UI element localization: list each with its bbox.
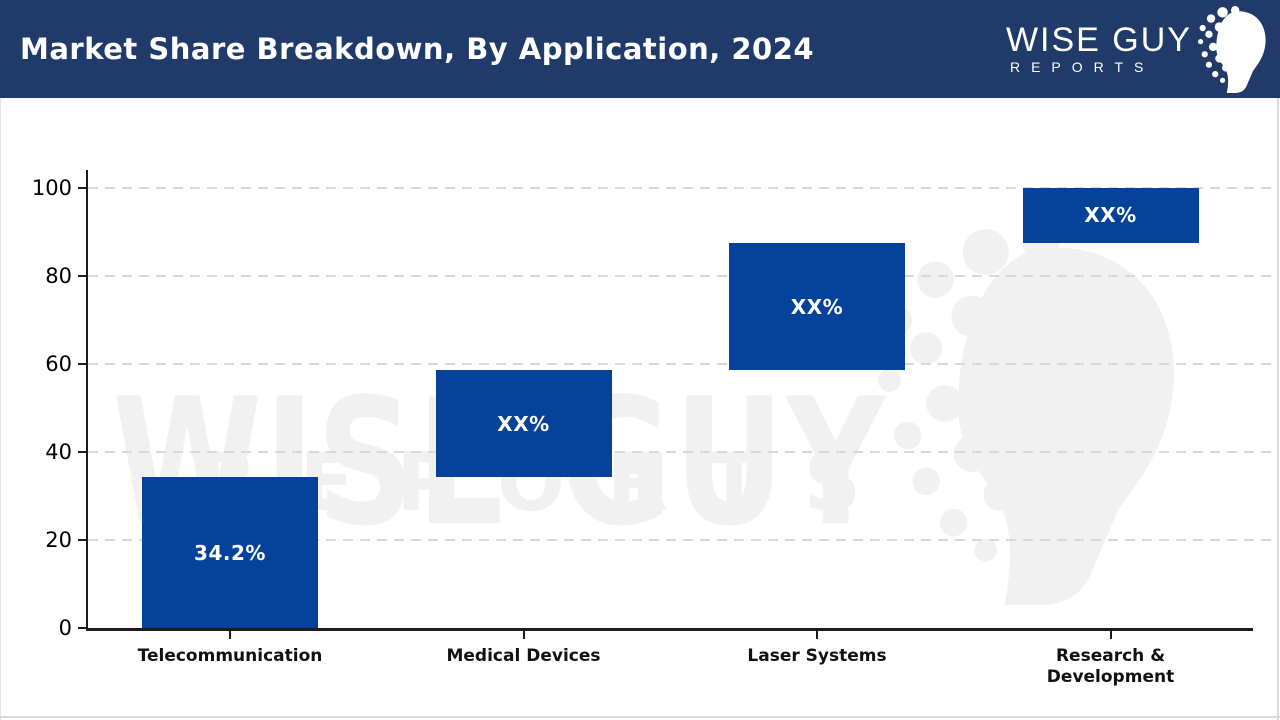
x-tick-mark [229, 631, 231, 639]
y-tick-mark [78, 450, 86, 453]
frame-border-left [0, 98, 1, 720]
x-axis-line [86, 628, 1253, 631]
bar-value-label: XX% [497, 411, 550, 436]
y-tick-label: 80 [45, 263, 72, 288]
y-tick-label: 40 [45, 439, 72, 464]
x-tick-label: Medical Devices [446, 646, 601, 666]
bar: XX% [1022, 187, 1199, 243]
dotted-head-icon [1197, 6, 1266, 93]
logo-name: WISE GUY [1005, 21, 1192, 60]
bar: 34.2% [142, 477, 318, 628]
x-tick-mark [1109, 631, 1112, 639]
gridline [88, 186, 1272, 189]
y-tick-mark [78, 627, 86, 629]
logo-subtitle: REPORTS [1009, 58, 1155, 75]
y-tick-mark [78, 538, 86, 541]
frame-border-bottom [0, 716, 1280, 718]
wise-guy-reports-logo: WISE GUY REPORTS [1006, 5, 1270, 93]
y-tick-label: 20 [45, 527, 72, 552]
chart-title: Market Share Breakdown, By Application, … [20, 32, 815, 66]
header-bar: Market Share Breakdown, By Application, … [0, 0, 1280, 98]
bar: XX% [435, 370, 612, 478]
gridline [88, 274, 1272, 277]
gridline [88, 450, 1272, 453]
bar: XX% [729, 242, 905, 371]
x-tick-label: Laser Systems [747, 646, 887, 666]
bar-value-label: 34.2% [194, 540, 266, 565]
bar-value-label: XX% [1084, 203, 1137, 228]
bar-value-label: XX% [790, 294, 844, 319]
y-tick-mark [78, 362, 86, 365]
y-tick-label: 60 [45, 351, 72, 376]
x-tick-label: Telecommunication [137, 646, 323, 666]
x-tick-mark [816, 631, 818, 639]
gridline [88, 362, 1272, 365]
frame-border-right [1277, 98, 1279, 720]
y-axis-line [86, 170, 88, 631]
x-tick-label: Research & Development [1046, 646, 1175, 688]
logo-text: WISE GUY REPORTS [1005, 21, 1192, 75]
y-tick-mark [78, 274, 86, 277]
gridline [88, 538, 1272, 541]
plot-area: 0 20 40 60 80 100 34.2% Telecommunication XX% Med… [32, 170, 1272, 687]
watermark-head-icon [878, 224, 1175, 605]
y-tick-label: 0 [58, 616, 72, 640]
y-tick-label: 100 [31, 175, 72, 200]
x-tick-mark [522, 631, 525, 639]
y-tick-mark [78, 186, 86, 189]
